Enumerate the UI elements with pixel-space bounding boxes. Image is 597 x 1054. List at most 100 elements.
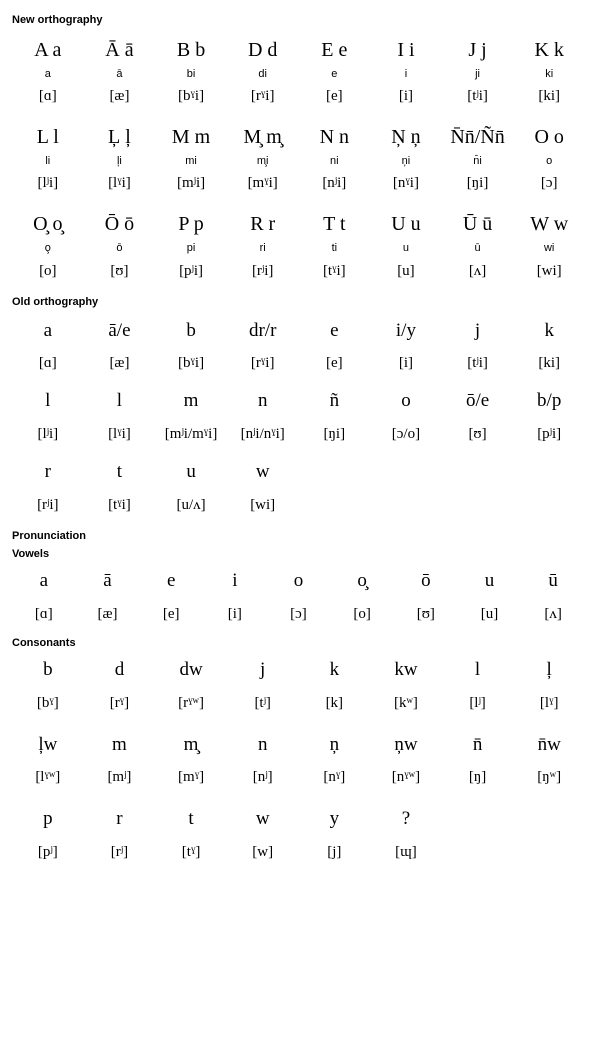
old-orth-letter: a [12, 314, 84, 345]
new-orth-ipa: [lˠi] [84, 172, 156, 194]
new-orth-name: wi [513, 240, 585, 257]
consonant-letter: n [227, 728, 299, 759]
vowel-ipa: [ɔ] [267, 603, 331, 625]
old-orth-letter: e [299, 314, 371, 345]
old-orth-letter: r [12, 455, 84, 486]
old-orth-ipa: [e] [299, 352, 371, 374]
old-orth-letter: ō/e [442, 384, 514, 415]
new-orth-name: o̧ [12, 240, 84, 257]
new-orth-ipa: [u] [370, 260, 442, 282]
subsection-title-consonants: Consonants [12, 637, 585, 649]
new-orth-letter: N̄n̄/Ñn̄ [442, 119, 514, 151]
new-orth-name: ņi [370, 153, 442, 170]
new-orth-letter: L l [12, 119, 84, 151]
new-orth-letter: M m [155, 119, 227, 151]
new-orth-name: a [12, 66, 84, 83]
new-orth-ipa: [lʲi] [12, 172, 84, 194]
new-orth-name: mi [155, 153, 227, 170]
new-orth-letter: E e [299, 32, 371, 64]
new-orth-letter: U u [370, 206, 442, 238]
old-orth-letter: m [155, 384, 227, 415]
consonant-letter: j [227, 653, 299, 684]
vowel-letter: ā [76, 564, 140, 595]
new-orth-letter: Ō ō [84, 206, 156, 238]
new-orth-name: o [513, 153, 585, 170]
new-orth-name: ki [513, 66, 585, 83]
vowel-letter: ū [521, 564, 585, 595]
old-orth-ipa [513, 494, 585, 516]
new-orth-letter: B b [155, 32, 227, 64]
new-orth-name: n̄i [442, 153, 514, 170]
consonant-ipa [513, 841, 585, 863]
new-orth-name: ō [84, 240, 156, 257]
new-orth-letter: I i [370, 32, 442, 64]
consonant-letter: b [12, 653, 84, 684]
new-orth-ipa: [bˠi] [155, 85, 227, 107]
new-orth-ipa: [nˠi] [370, 172, 442, 194]
old-orth-letter: l [12, 384, 84, 415]
old-orth-letter: b [155, 314, 227, 345]
new-orth-name: ji [442, 66, 514, 83]
new-orth-name: u [370, 240, 442, 257]
new-orth-letter: Ņ ņ [370, 119, 442, 151]
subsection-title-vowels: Vowels [12, 548, 585, 560]
new-orth-ipa: [mʲi] [155, 172, 227, 194]
new-orthography-grid: A aĀ āB bD dE eI iJ jK kaābidieijiki[ɑ][… [12, 32, 585, 282]
old-orth-ipa: [tˠi] [84, 494, 156, 516]
old-orth-letter: j [442, 314, 514, 345]
consonant-ipa: [nˠʷ] [370, 766, 442, 788]
new-orth-ipa: [nʲi] [299, 172, 371, 194]
section-title-pronunciation: Pronunciation [12, 530, 585, 542]
new-orth-ipa: [tʲi] [442, 85, 514, 107]
new-orth-ipa: [pʲi] [155, 260, 227, 282]
new-orth-ipa: [ɑ] [12, 85, 84, 107]
consonant-letter: ņ [299, 728, 371, 759]
old-orth-ipa [370, 494, 442, 516]
new-orth-name: bi [155, 66, 227, 83]
old-orth-ipa: [bˠi] [155, 352, 227, 374]
old-orth-ipa: [ŋi] [299, 423, 371, 445]
new-orth-name: i [370, 66, 442, 83]
section-title-new-orthography: New orthography [12, 14, 585, 26]
new-orth-ipa: [e] [299, 85, 371, 107]
consonant-letter: kw [370, 653, 442, 684]
old-orth-letter: t [84, 455, 156, 486]
consonant-ipa: [mˠ] [155, 766, 227, 788]
old-orth-letter: i/y [370, 314, 442, 345]
consonant-letter: y [299, 802, 371, 833]
new-orth-letter: D d [227, 32, 299, 64]
new-orth-ipa: [rˠi] [227, 85, 299, 107]
old-orth-letter: u [155, 455, 227, 486]
vowel-ipa: [e] [139, 603, 203, 625]
consonant-ipa: [ɰ] [370, 841, 442, 863]
vowel-ipa: [i] [203, 603, 267, 625]
new-orth-letter: R r [227, 206, 299, 238]
consonant-letter: dw [155, 653, 227, 684]
consonant-letter: k [299, 653, 371, 684]
vowel-ipa: [u] [458, 603, 522, 625]
consonant-letter [513, 802, 585, 833]
vowel-ipa: [ʊ] [394, 603, 458, 625]
old-orth-letter: ā/e [84, 314, 156, 345]
consonants-grid: bddwjkkwlļ[bˠ][rˠ][rˠʷ][tʲ][k][kʷ][lʲ][l… [12, 653, 585, 863]
new-orth-name: ri [227, 240, 299, 257]
old-orth-letter [299, 455, 371, 486]
old-orthography-grid: aā/ebdr/rei/yjk[ɑ][æ][bˠi][rˠi][e][i][tʲ… [12, 314, 585, 516]
old-orth-letter: dr/r [227, 314, 299, 345]
new-orth-ipa: [i] [370, 85, 442, 107]
vowel-letter: a [12, 564, 76, 595]
new-orth-letter: O o [513, 119, 585, 151]
new-orth-letter: K k [513, 32, 585, 64]
new-orth-letter: Ā ā [84, 32, 156, 64]
new-orth-letter: T t [299, 206, 371, 238]
new-orth-ipa: [tˠi] [299, 260, 371, 282]
consonant-letter: ņw [370, 728, 442, 759]
consonant-letter [442, 802, 514, 833]
new-orth-name: ti [299, 240, 371, 257]
new-orth-name: ļi [84, 153, 156, 170]
consonant-letter: t [155, 802, 227, 833]
old-orth-ipa: [lʲi] [12, 423, 84, 445]
consonant-ipa [442, 841, 514, 863]
consonant-ipa: [pʲ] [12, 841, 84, 863]
vowel-ipa: [ɑ] [12, 603, 76, 625]
